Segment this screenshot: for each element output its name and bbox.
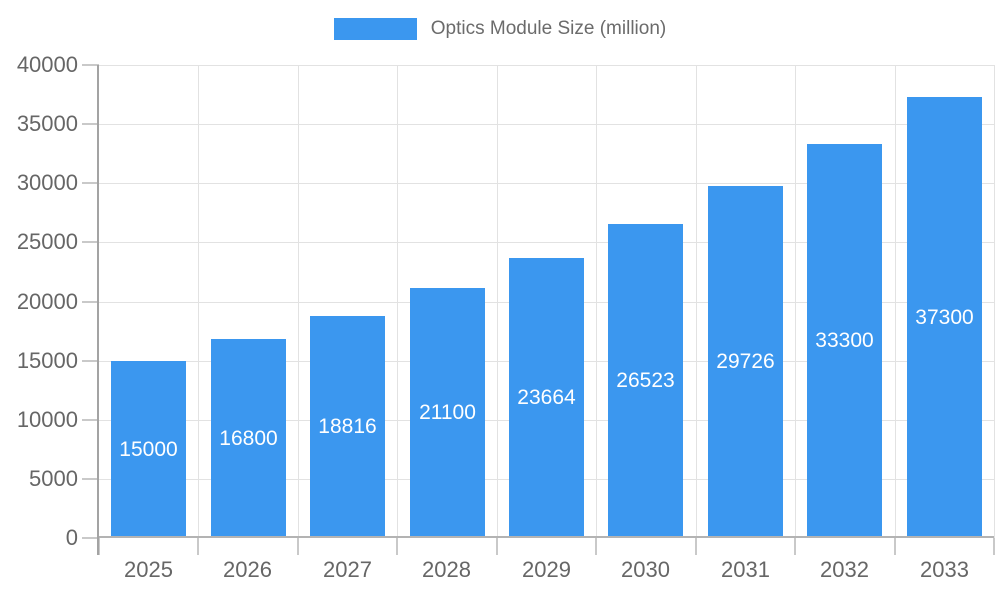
y-tick — [82, 419, 99, 421]
bar[interactable]: 29726 — [708, 186, 783, 538]
x-axis-label: 2029 — [522, 557, 571, 582]
legend[interactable]: Optics Module Size (million) — [0, 18, 1000, 40]
x-gridline — [895, 65, 896, 538]
y-axis-label: 20000 — [16, 289, 78, 314]
y-tick — [82, 478, 99, 480]
x-tick — [794, 538, 796, 555]
x-tick — [98, 538, 100, 555]
x-gridline — [994, 65, 995, 538]
x-axis-label: 2030 — [621, 557, 670, 582]
y-gridline — [99, 124, 994, 125]
x-tick — [993, 538, 995, 555]
y-tick — [82, 360, 99, 362]
bar-value-label: 33300 — [815, 329, 874, 352]
bar[interactable]: 15000 — [111, 361, 186, 538]
x-gridline — [497, 65, 498, 538]
bar[interactable]: 23664 — [509, 258, 584, 538]
x-tick — [297, 538, 299, 555]
bar-value-label: 21100 — [419, 401, 476, 424]
x-tick — [595, 538, 597, 555]
x-axis-label: 2028 — [422, 557, 471, 582]
x-tick — [496, 538, 498, 555]
y-axis-label: 15000 — [16, 348, 78, 373]
bar-value-label: 15000 — [119, 437, 178, 461]
y-tick — [82, 182, 99, 184]
y-tick — [82, 123, 99, 125]
bar-value-label: 29726 — [716, 350, 775, 373]
y-axis-label: 25000 — [16, 229, 78, 254]
x-gridline — [298, 65, 299, 538]
y-axis-label: 0 — [65, 525, 78, 550]
x-axis-label: 2031 — [721, 557, 770, 582]
legend-swatch-icon — [333, 18, 417, 40]
x-gridline — [696, 65, 697, 538]
x-gridline — [596, 65, 597, 538]
x-tick — [894, 538, 896, 555]
bar-value-label: 18816 — [318, 415, 377, 438]
x-gridline — [397, 65, 398, 538]
bar[interactable]: 33300 — [807, 144, 882, 538]
x-axis-label: 2033 — [920, 557, 969, 582]
bar[interactable]: 21100 — [410, 288, 485, 538]
y-axis-label: 10000 — [16, 407, 78, 432]
y-axis-line — [97, 65, 99, 555]
x-axis-label: 2027 — [323, 557, 372, 582]
x-axis-label: 2026 — [223, 557, 272, 582]
bar-value-label: 26523 — [616, 369, 675, 392]
y-gridline — [99, 183, 994, 184]
bar[interactable]: 26523 — [608, 224, 683, 538]
x-tick — [695, 538, 697, 555]
y-axis-label: 30000 — [16, 170, 78, 195]
y-tick — [82, 537, 99, 539]
bar[interactable]: 16800 — [211, 339, 286, 538]
y-tick — [82, 64, 99, 66]
y-gridline — [99, 65, 994, 66]
bar-value-label: 16800 — [219, 426, 278, 450]
x-tick — [396, 538, 398, 555]
y-axis-label: 5000 — [29, 466, 78, 491]
y-tick — [82, 241, 99, 243]
bar-value-label: 37300 — [915, 305, 974, 329]
x-axis-label: 2032 — [820, 557, 869, 582]
y-gridline — [99, 242, 994, 243]
x-gridline — [198, 65, 199, 538]
x-gridline — [795, 65, 796, 538]
x-axis-label: 2025 — [124, 557, 173, 582]
x-axis-line — [99, 536, 994, 538]
x-tick — [197, 538, 199, 555]
bar-value-label: 23664 — [517, 386, 576, 409]
y-axis-label: 40000 — [16, 52, 78, 77]
bar[interactable]: 37300 — [907, 97, 982, 538]
y-axis-label: 35000 — [16, 111, 78, 136]
y-tick — [82, 301, 99, 303]
bar[interactable]: 18816 — [310, 316, 385, 538]
legend-label: Optics Module Size (million) — [430, 18, 667, 39]
